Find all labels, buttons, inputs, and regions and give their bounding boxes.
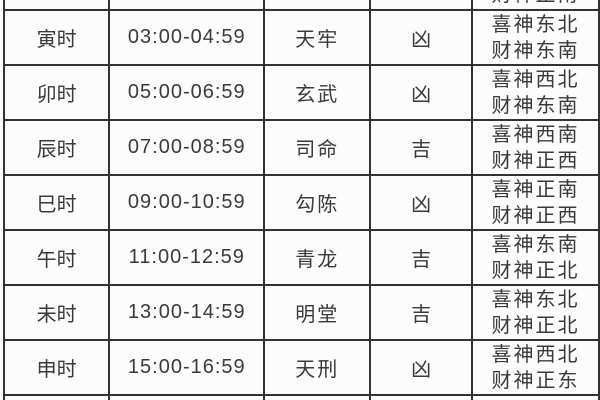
xishen-direction: 喜神西南	[491, 123, 580, 146]
deity-cell: 勾陈	[263, 174, 372, 231]
luck-cell: 吉	[369, 119, 474, 176]
caishen-direction: 财神正北	[491, 314, 580, 337]
xishen-direction: 喜神东北	[491, 288, 580, 311]
directions-cell: 喜神东北 财神东南	[471, 9, 600, 66]
xishen-direction: 喜神东北	[491, 13, 580, 36]
table-row: 未时 13:00-14:59 明堂 吉 喜神东北 财神正北	[2, 284, 600, 341]
directions-cell: 喜神西南 财神正西	[471, 119, 600, 176]
luck-cell: 吉	[369, 284, 474, 341]
shichen-cell: 辰时	[2, 119, 111, 176]
luck-cell: 凶	[369, 174, 474, 231]
directions-cell: 喜神东南 财神正北	[471, 229, 600, 286]
shichen-cell: 申时	[2, 339, 111, 396]
caishen-direction: 财神东南	[491, 94, 580, 117]
shichen-cell: 卯时	[2, 64, 111, 121]
deity-cell: 玄武	[263, 64, 372, 121]
table-row: 卯时 05:00-06:59 玄武 凶 喜神西北 财神东南	[2, 64, 600, 121]
table-row: 午时 11:00-12:59 青龙 吉 喜神东南 财神正北	[2, 229, 600, 286]
directions-cell: 喜神西南	[471, 394, 600, 400]
caishen-direction: 财神正东	[491, 369, 580, 392]
shichen-cell: 巳时	[2, 174, 111, 231]
table-row-partial-top: 财神正南	[2, 0, 600, 11]
directions-cell: 喜神正南 财神正西	[471, 174, 600, 231]
directions-cell: 喜神东北 财神正北	[471, 284, 600, 341]
luck-cell	[369, 0, 474, 11]
table-row: 巳时 09:00-10:59 勾陈 凶 喜神正南 财神正西	[2, 174, 600, 231]
deity-cell	[263, 0, 372, 11]
luck-cell: 凶	[369, 64, 474, 121]
xishen-direction: 喜神正南	[491, 178, 580, 201]
shichen-cell	[2, 394, 111, 400]
table-row: 寅时 03:00-04:59 天牢 凶 喜神东北 财神东南	[2, 9, 600, 66]
shichen-cell: 寅时	[2, 9, 111, 66]
deity-cell	[263, 394, 372, 400]
xishen-direction: 喜神西北	[491, 343, 580, 366]
caishen-direction: 财神正北	[491, 259, 580, 282]
xishen-direction: 喜神西北	[491, 68, 580, 91]
time-range-cell	[108, 0, 266, 11]
time-range-cell: 11:00-12:59	[108, 229, 266, 286]
caishen-direction: 财神东南	[491, 39, 580, 62]
table-row-partial-bottom: 喜神西南	[2, 394, 600, 400]
luck-cell: 凶	[369, 9, 474, 66]
time-range-cell: 09:00-10:59	[108, 174, 266, 231]
directions-cell: 喜神西北 财神正东	[471, 339, 600, 396]
luck-cell	[369, 394, 474, 400]
caishen-direction: 财神正西	[491, 204, 580, 227]
deity-cell: 青龙	[263, 229, 372, 286]
luck-cell: 凶	[369, 339, 474, 396]
caishen-direction: 财神正南	[474, 0, 597, 8]
luck-cell: 吉	[369, 229, 474, 286]
deity-cell: 明堂	[263, 284, 372, 341]
caishen-direction: 财神正西	[491, 149, 580, 172]
table-row: 辰时 07:00-08:59 司命 吉 喜神西南 财神正西	[2, 119, 600, 176]
deity-cell: 天牢	[263, 9, 372, 66]
table-row: 申时 15:00-16:59 天刑 凶 喜神西北 财神正东	[2, 339, 600, 396]
shichen-cell: 未时	[2, 284, 111, 341]
shichen-cell: 午时	[2, 229, 111, 286]
time-range-cell: 07:00-08:59	[108, 119, 266, 176]
directions-cell: 喜神西北 财神东南	[471, 64, 600, 121]
shichen-cell	[2, 0, 111, 11]
time-range-cell: 05:00-06:59	[108, 64, 266, 121]
time-range-cell: 13:00-14:59	[108, 284, 266, 341]
xishen-direction: 喜神东南	[491, 233, 580, 256]
directions-cell: 财神正南	[471, 0, 600, 11]
deity-cell: 天刑	[263, 339, 372, 396]
time-range-cell	[108, 394, 266, 400]
time-range-cell: 15:00-16:59	[108, 339, 266, 396]
time-range-cell: 03:00-04:59	[108, 9, 266, 66]
deity-cell: 司命	[263, 119, 372, 176]
